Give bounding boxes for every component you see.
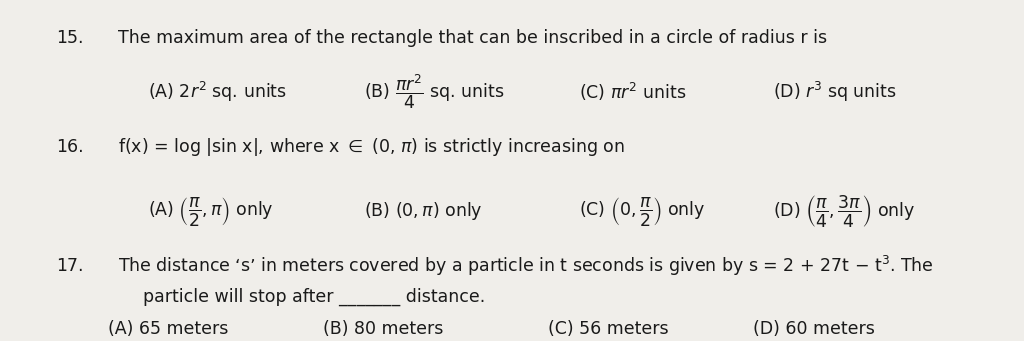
Text: (B) $\dfrac{\pi r^2}{4}$ sq. units: (B) $\dfrac{\pi r^2}{4}$ sq. units (364, 73, 504, 111)
Text: (C) 56 meters: (C) 56 meters (548, 320, 669, 338)
Text: (C) $\left(0, \dfrac{\pi}{2}\right)$ only: (C) $\left(0, \dfrac{\pi}{2}\right)$ onl… (579, 195, 706, 228)
Text: particle will stop after _______ distance.: particle will stop after _______ distanc… (143, 287, 485, 306)
Text: (D) $r^3$ sq units: (D) $r^3$ sq units (773, 80, 897, 104)
Text: (D) 60 meters: (D) 60 meters (753, 320, 874, 338)
Text: (A) 65 meters: (A) 65 meters (108, 320, 228, 338)
Text: 15.: 15. (56, 29, 84, 46)
Text: (D) $\left(\dfrac{\pi}{4}, \dfrac{3\pi}{4}\right)$ only: (D) $\left(\dfrac{\pi}{4}, \dfrac{3\pi}{… (773, 193, 915, 229)
Text: 17.: 17. (56, 257, 84, 275)
Text: (B) 80 meters: (B) 80 meters (323, 320, 443, 338)
Text: (A) $\left(\dfrac{\pi}{2}, \pi\right)$ only: (A) $\left(\dfrac{\pi}{2}, \pi\right)$ o… (148, 195, 274, 228)
Text: 16.: 16. (56, 138, 84, 155)
Text: (C) $\pi r^2$ units: (C) $\pi r^2$ units (579, 81, 686, 103)
Text: (A) $2r^2$ sq. units: (A) $2r^2$ sq. units (148, 80, 288, 104)
Text: The maximum area of the rectangle that can be inscribed in a circle of radius r : The maximum area of the rectangle that c… (118, 29, 827, 46)
Text: (B) $(0, \pi)$ only: (B) $(0, \pi)$ only (364, 201, 482, 222)
Text: The distance ‘s’ in meters covered by a particle in t seconds is given by s = 2 : The distance ‘s’ in meters covered by a … (118, 254, 934, 278)
Text: f(x) = log |sin x|, where x $\in$ (0, $\pi$) is strictly increasing on: f(x) = log |sin x|, where x $\in$ (0, $\… (118, 136, 625, 158)
